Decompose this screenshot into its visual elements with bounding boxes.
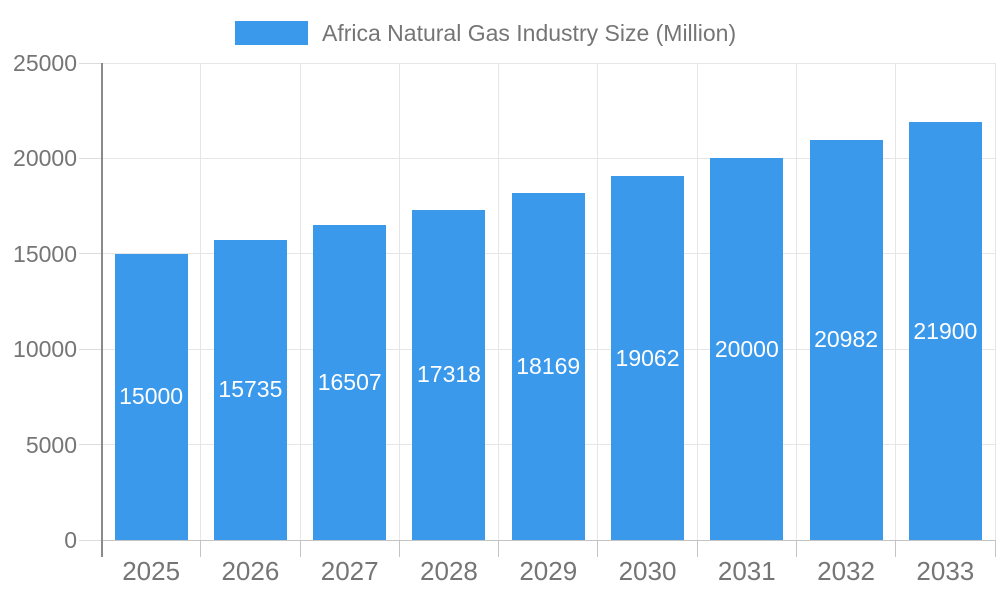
vertical-gridline [200,63,202,540]
y-axis-label: 5000 [25,431,77,458]
x-axis-label: 2028 [420,556,478,586]
bar-value-label: 20982 [814,326,879,353]
horizontal-gridline [101,157,995,159]
x-axis-label: 2026 [221,556,280,586]
vertical-gridline [597,63,599,540]
bar: 16507 [313,225,387,540]
vertical-gridline [895,63,897,540]
x-axis-label: 2032 [817,556,875,586]
horizontal-gridline [101,539,995,541]
bar-value-label: 16507 [317,369,382,395]
vertical-gridline [398,63,400,540]
bar: 17318 [412,209,486,540]
bar: 19062 [611,176,685,540]
bar-value-label: 15000 [119,383,184,410]
vertical-gridline [795,63,797,540]
x-axis-tick [498,540,500,557]
bar: 20982 [809,139,883,540]
legend-swatch [235,21,308,45]
x-axis-label: 2029 [519,556,578,586]
bar: 18169 [511,193,585,540]
bar-value-label: 17318 [416,361,481,388]
y-axis-tick [79,157,102,159]
y-axis-label: 10000 [13,336,77,363]
y-axis-line [100,63,103,557]
bar-value-label: 19062 [615,344,680,371]
bar-value-label: 20000 [714,335,779,362]
x-axis-tick [895,540,897,557]
bar-value-label: 15735 [218,376,283,403]
legend-label: Africa Natural Gas Industry Size (Millio… [322,20,737,46]
x-axis-tick [597,540,599,557]
y-axis-tick [79,539,102,541]
x-axis-tick [398,540,400,557]
vertical-gridline [299,63,301,540]
horizontal-gridline [101,62,995,64]
y-axis-tick [79,348,102,350]
x-axis-label: 2027 [320,556,379,586]
x-axis-label: 2025 [122,556,181,586]
bar: 15000 [114,253,188,540]
bar: 15735 [213,239,287,540]
y-axis-label: 25000 [13,50,77,76]
bar-value-label: 18169 [516,353,581,380]
legend: Africa Natural Gas Industry Size (Millio… [0,0,1000,60]
bar-value-label: 21900 [913,317,978,344]
y-axis-label: 0 [64,527,77,553]
x-axis-label: 2031 [717,556,776,586]
x-axis-tick [795,540,797,557]
y-axis-label: 15000 [13,240,77,267]
y-axis-tick [79,62,102,64]
bar: 20000 [710,158,784,540]
x-axis-tick [200,540,202,557]
vertical-gridline [994,63,996,540]
y-axis-tick [79,444,102,446]
vertical-gridline [498,63,500,540]
x-axis-tick [696,540,698,557]
x-axis-tick [994,540,996,557]
x-axis-tick [299,540,301,557]
y-axis-tick [79,253,102,255]
x-axis-label: 2033 [916,556,975,586]
vertical-gridline [696,63,698,540]
y-axis-label: 20000 [13,145,77,172]
x-axis-label: 2030 [618,556,677,586]
bar: 21900 [908,122,982,540]
